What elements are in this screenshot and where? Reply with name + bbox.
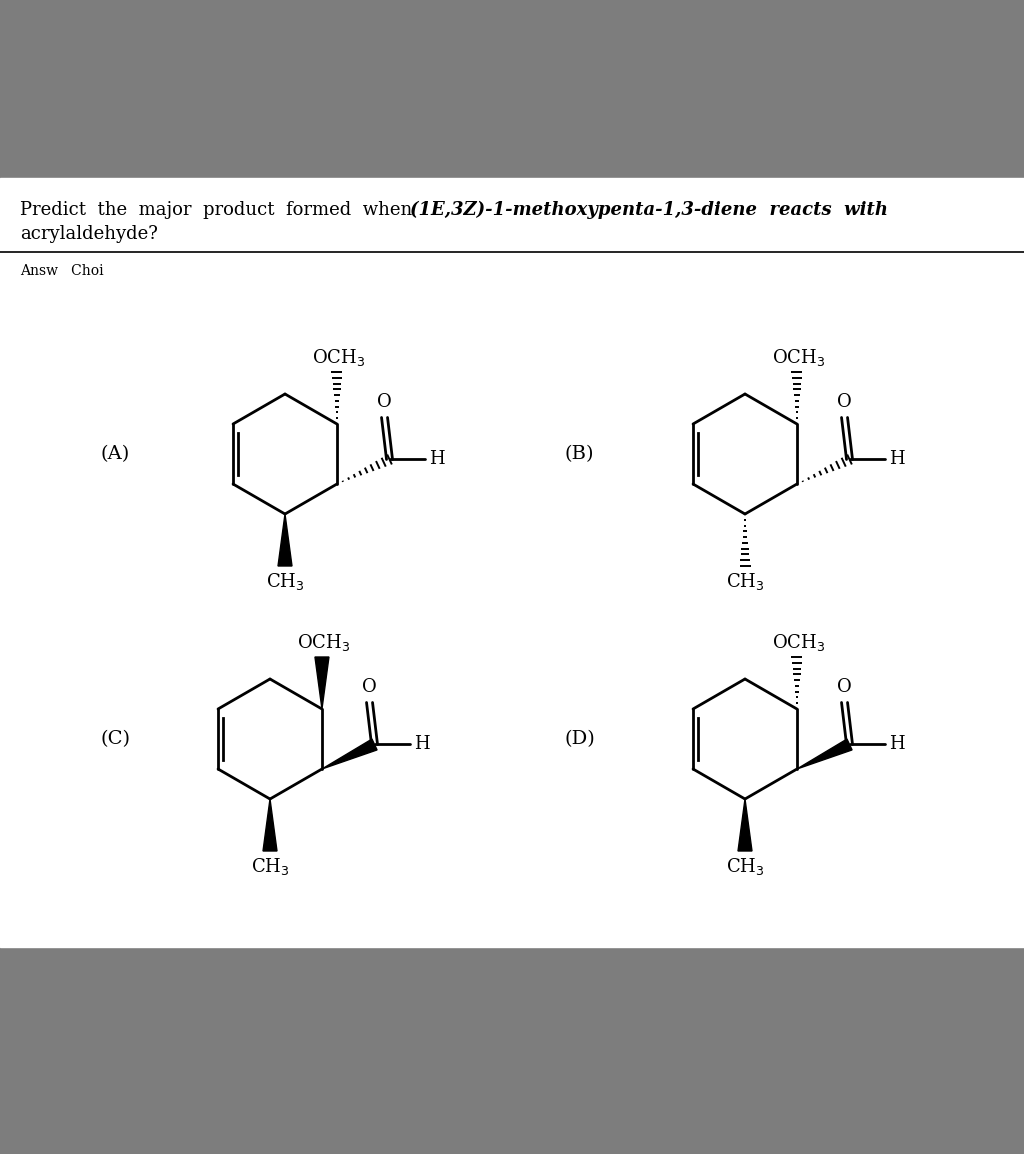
Text: OCH$_3$: OCH$_3$ [312, 347, 366, 368]
Text: H: H [429, 450, 445, 469]
Text: O: O [362, 679, 377, 697]
Text: (C): (C) [100, 730, 130, 748]
Text: Answ   Choi: Answ Choi [20, 264, 103, 278]
Polygon shape [263, 799, 278, 850]
Bar [0, 947, 1024, 1154]
Text: (1E,3Z)-1-methoxypenta-1,3-diene  reacts  with: (1E,3Z)-1-methoxypenta-1,3-diene reacts … [410, 201, 888, 219]
Text: (B): (B) [565, 445, 595, 463]
Text: CH$_3$: CH$_3$ [265, 571, 304, 592]
Text: (A): (A) [100, 445, 129, 463]
Polygon shape [738, 799, 752, 850]
Text: O: O [838, 394, 852, 412]
Text: CH$_3$: CH$_3$ [726, 571, 764, 592]
Text: H: H [890, 735, 905, 754]
Text: OCH$_3$: OCH$_3$ [772, 632, 825, 653]
Text: O: O [838, 679, 852, 697]
Text: H: H [890, 450, 905, 469]
Text: Predict  the  major  product  formed  when: Predict the major product formed when [20, 201, 424, 219]
Polygon shape [322, 739, 377, 769]
Polygon shape [315, 657, 329, 709]
Bar [0, 0, 1024, 178]
Bar [0, 178, 1024, 947]
Text: acrylaldehyde?: acrylaldehyde? [20, 225, 158, 243]
Polygon shape [278, 514, 292, 565]
Text: CH$_3$: CH$_3$ [251, 856, 290, 877]
Text: OCH$_3$: OCH$_3$ [772, 347, 825, 368]
Text: H: H [415, 735, 430, 754]
Text: O: O [377, 394, 392, 412]
Text: OCH$_3$: OCH$_3$ [297, 632, 350, 653]
Text: CH$_3$: CH$_3$ [726, 856, 764, 877]
Polygon shape [797, 739, 852, 769]
Text: (D): (D) [565, 730, 596, 748]
